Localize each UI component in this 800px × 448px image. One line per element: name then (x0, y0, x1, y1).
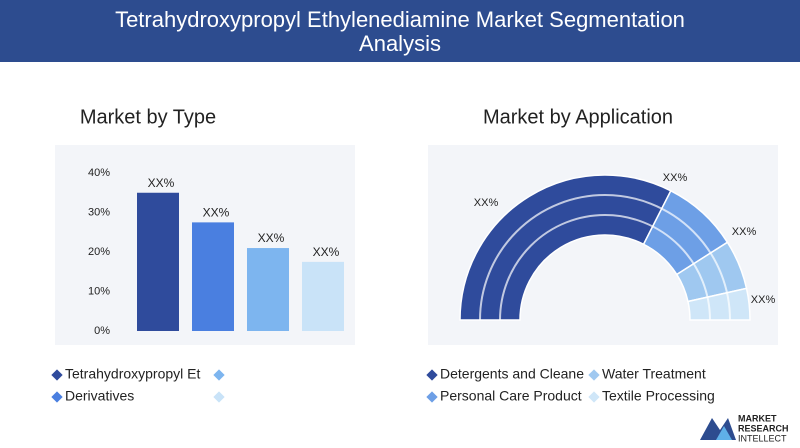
value-label: XX% (148, 176, 175, 190)
bar (192, 222, 234, 331)
value-label: XX% (203, 206, 230, 220)
legend-marker (213, 369, 225, 381)
value-label: XX% (751, 294, 776, 306)
ring-divider (479, 194, 731, 321)
legend-marker (588, 391, 600, 403)
y-tick-label: 40% (88, 167, 110, 179)
legend-label: Water Treatment (602, 366, 706, 382)
brand: MARKET (738, 413, 777, 423)
y-tick-label: 20% (88, 246, 110, 258)
donut-segment (459, 174, 672, 321)
bar (137, 192, 179, 331)
bar (302, 261, 344, 331)
chart-title: Market by Application (483, 106, 673, 128)
brand: INTELLECT (738, 433, 787, 443)
legend-marker (51, 369, 63, 381)
legend-label: Derivatives (65, 388, 134, 404)
legend-label: Detergents and Cleane (440, 366, 584, 382)
bar (247, 248, 289, 331)
y-tick-label: 10% (88, 285, 110, 297)
header-band (0, 0, 800, 62)
value-label: XX% (258, 231, 285, 245)
y-tick-label: 30% (88, 206, 110, 218)
value-label: XX% (474, 197, 499, 209)
value-label: XX% (732, 226, 757, 238)
page-title: Tetrahydroxypropyl Ethylenediamine Marke… (115, 7, 685, 56)
value-label: XX% (313, 245, 340, 259)
legend-marker (51, 391, 63, 403)
legend-label: Textile Processing (602, 388, 715, 404)
value-label: XX% (663, 172, 688, 184)
legend-marker (426, 369, 438, 381)
legend-label: Tetrahydroxypropyl Et (65, 366, 201, 382)
y-tick-label: 0% (94, 325, 110, 337)
ring-divider (499, 214, 711, 321)
chart-title: Market by Type (80, 106, 216, 128)
donut-segment (687, 287, 751, 321)
brand: RESEARCH (738, 423, 789, 433)
legend-marker (588, 369, 600, 381)
legend-marker (213, 391, 225, 403)
logo (700, 418, 736, 440)
legend-marker (426, 391, 438, 403)
legend-label: Personal Care Product (440, 388, 582, 404)
